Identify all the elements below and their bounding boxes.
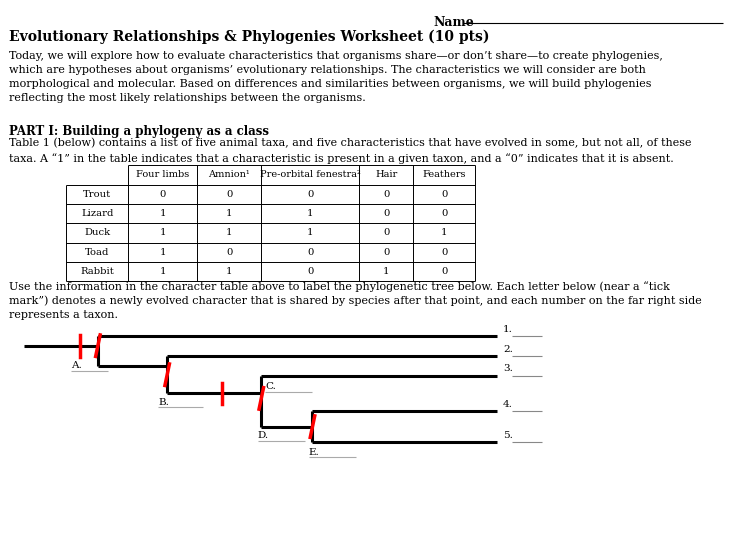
Text: E.: E.	[309, 448, 319, 457]
Text: 5.: 5.	[503, 431, 513, 440]
Text: 0: 0	[441, 267, 447, 276]
Text: Today, we will explore how to evaluate characteristics that organisms share—or d: Today, we will explore how to evaluate c…	[9, 51, 663, 103]
Text: Table 1 (below) contains a list of five animal taxa, and five characteristics th: Table 1 (below) contains a list of five …	[9, 138, 691, 164]
Text: Rabbit: Rabbit	[81, 267, 114, 276]
Text: 1: 1	[160, 209, 166, 218]
Text: Duck: Duck	[84, 229, 110, 237]
Text: 0: 0	[383, 209, 389, 218]
Text: Name: Name	[433, 16, 474, 29]
Text: 0: 0	[160, 190, 166, 199]
Text: 1: 1	[160, 267, 166, 276]
Text: Pre-orbital fenestra²: Pre-orbital fenestra²	[260, 171, 361, 179]
Text: 0: 0	[383, 229, 389, 237]
Text: 0: 0	[307, 190, 313, 199]
Text: 1: 1	[226, 209, 233, 218]
Text: Toad: Toad	[85, 248, 109, 257]
Text: 1.: 1.	[503, 325, 513, 334]
Text: 1: 1	[160, 229, 166, 237]
Text: 0: 0	[383, 248, 389, 257]
Text: 1: 1	[307, 209, 313, 218]
Text: 3.: 3.	[503, 364, 513, 373]
Text: Amnion¹: Amnion¹	[209, 171, 250, 179]
Text: 0: 0	[441, 209, 447, 218]
Text: Trout: Trout	[83, 190, 111, 199]
Text: 0: 0	[226, 190, 233, 199]
Text: Use the information in the character table above to label the phylogenetic tree : Use the information in the character tab…	[9, 281, 702, 321]
Text: Four limbs: Four limbs	[136, 171, 189, 179]
Text: C.: C.	[265, 382, 276, 391]
Text: Lizard: Lizard	[81, 209, 113, 218]
Text: 1: 1	[226, 229, 233, 237]
Text: B.: B.	[158, 398, 169, 407]
Text: A.: A.	[71, 362, 81, 370]
Text: 0: 0	[226, 248, 233, 257]
Text: Feathers: Feathers	[422, 171, 466, 179]
Text: 2.: 2.	[503, 345, 513, 354]
Text: PART I: Building a phylogeny as a class: PART I: Building a phylogeny as a class	[9, 125, 269, 138]
Text: 0: 0	[307, 267, 313, 276]
Text: 0: 0	[307, 248, 313, 257]
Text: Hair: Hair	[375, 171, 398, 179]
Text: 0: 0	[441, 248, 447, 257]
Text: 1: 1	[160, 248, 166, 257]
Text: 1: 1	[441, 229, 447, 237]
Text: 0: 0	[441, 190, 447, 199]
Text: Evolutionary Relationships & Phylogenies Worksheet (10 pts): Evolutionary Relationships & Phylogenies…	[9, 30, 489, 44]
Text: 0: 0	[383, 190, 389, 199]
Text: 1: 1	[383, 267, 389, 276]
Text: D.: D.	[258, 431, 269, 440]
Text: 1: 1	[226, 267, 233, 276]
Text: 1: 1	[307, 229, 313, 237]
Text: 4.: 4.	[503, 400, 513, 409]
